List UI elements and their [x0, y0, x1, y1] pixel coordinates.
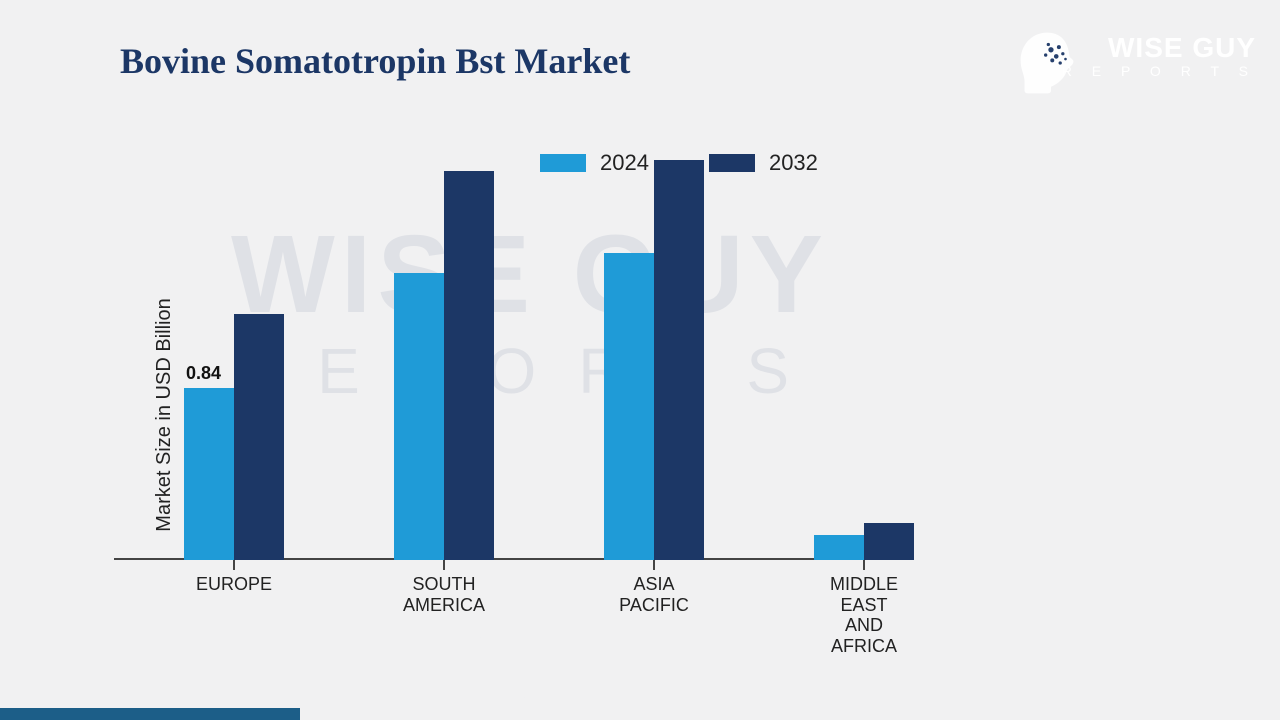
x-tick — [653, 560, 655, 570]
chart-canvas: WISE GUY REPORTS Bovine Somatotropin Bst… — [0, 0, 1280, 720]
x-tick — [863, 560, 865, 570]
bottom-accent-bar — [0, 708, 300, 720]
brand-logo-line1: WISE GUY — [1062, 34, 1256, 62]
bar-2024 — [604, 253, 654, 561]
x-tick — [233, 560, 235, 570]
x-tick — [443, 560, 445, 570]
chart-title: Bovine Somatotropin Bst Market — [120, 40, 630, 82]
right-brand-panel — [1030, 0, 1280, 720]
bar-2024 — [184, 388, 234, 560]
bar-2024 — [814, 535, 864, 560]
category-label: MIDDLE EAST AND AFRICA — [774, 560, 954, 657]
bar-2032 — [864, 523, 914, 560]
chart-area: Market Size in USD Billion EUROPE0.84SOU… — [60, 150, 920, 680]
bar-2032 — [234, 314, 284, 560]
plot-area: EUROPE0.84SOUTH AMERICAASIA PACIFICMIDDL… — [114, 150, 904, 560]
bar-2032 — [654, 160, 704, 560]
bar-2024 — [394, 273, 444, 560]
bar-2032 — [444, 171, 494, 561]
bar-value-label: 0.84 — [186, 363, 221, 384]
brand-logo-line2: R E P O R T S — [1062, 62, 1256, 82]
brand-logo: WISE GUY R E P O R T S — [1062, 34, 1256, 82]
